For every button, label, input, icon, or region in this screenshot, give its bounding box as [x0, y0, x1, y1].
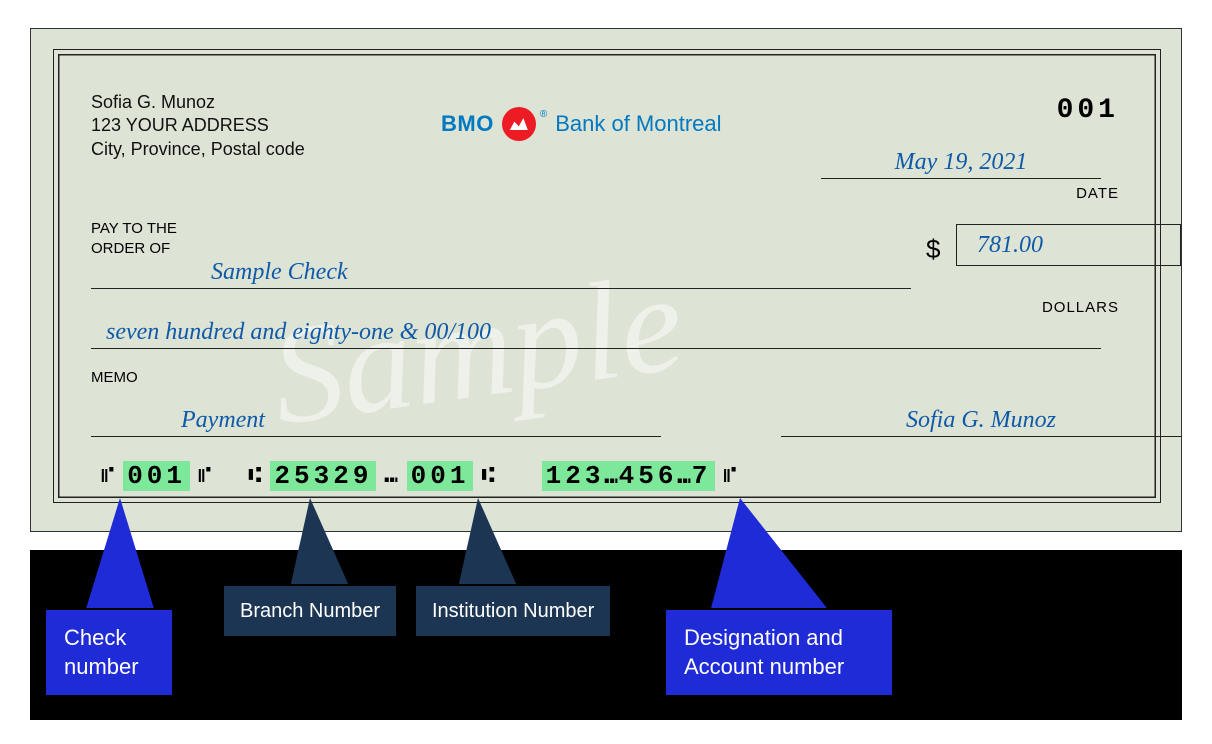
- micr-symbol: ⑆: [481, 464, 495, 489]
- bmo-logo-icon: [502, 107, 536, 141]
- payto-label: PAY TO THE ORDER OF: [91, 219, 177, 258]
- micr-line: ⑈ 001 ⑈ ⑆ 25329 ⑉ 001 ⑆ 123⑉456⑉7 ⑈: [101, 461, 738, 491]
- payer-name: Sofia G. Munoz: [91, 91, 305, 114]
- amount-box: 781.00: [956, 224, 1181, 266]
- callout-institution-number: Institution Number: [414, 584, 612, 638]
- micr-symbol: ⑈: [723, 464, 737, 489]
- payto-label-line1: PAY TO THE: [91, 219, 177, 239]
- bank-name: Bank of Montreal: [555, 111, 721, 137]
- micr-symbol: ⑈: [198, 464, 212, 489]
- amount-words-field: seven hundred and eighty-one & 00/100: [91, 319, 1101, 349]
- registered-mark: ®: [540, 109, 547, 120]
- date-label: DATE: [1076, 185, 1119, 202]
- memo-label: MEMO: [91, 369, 138, 386]
- payer-address-1: 123 YOUR ADDRESS: [91, 114, 305, 137]
- check-number-top: 001: [1057, 95, 1119, 126]
- micr-branch-number: 25329: [270, 461, 376, 491]
- micr-symbol: ⑆: [248, 464, 262, 489]
- memo-value: Payment: [181, 407, 265, 433]
- payee-field: Sample Check: [91, 259, 911, 289]
- payer-address-2: City, Province, Postal code: [91, 138, 305, 161]
- payee-value: Sample Check: [211, 259, 348, 285]
- bank-short: BMO: [441, 111, 494, 137]
- check: Sample Sofia G. Munoz 123 YOUR ADDRESS C…: [30, 28, 1182, 532]
- micr-check-number: 001: [123, 461, 190, 491]
- callout-branch-number: Branch Number: [222, 584, 398, 638]
- micr-institution-number: 001: [407, 461, 474, 491]
- micr-symbol: ⑈: [101, 464, 115, 489]
- callout-account-number: Designation and Account number: [664, 608, 894, 697]
- dollars-label: DOLLARS: [1042, 299, 1119, 316]
- bank-logo: BMO ® Bank of Montreal: [441, 107, 722, 141]
- payto-label-line2: ORDER OF: [91, 239, 177, 259]
- micr-account-number: 123⑉456⑉7: [542, 461, 716, 491]
- signature-value: Sofia G. Munoz: [906, 407, 1056, 433]
- date-field: May 19, 2021: [821, 149, 1101, 179]
- micr-symbol: ⑉: [384, 464, 398, 489]
- dollar-sign: $: [926, 234, 940, 265]
- memo-field: Payment: [91, 407, 661, 437]
- callout-check-number: Check number: [44, 608, 174, 697]
- date-value: May 19, 2021: [895, 149, 1028, 175]
- amount-numeric: 781.00: [977, 232, 1043, 259]
- amount-words: seven hundred and eighty-one & 00/100: [106, 319, 491, 345]
- payer-address: Sofia G. Munoz 123 YOUR ADDRESS City, Pr…: [91, 91, 305, 161]
- signature-field: Sofia G. Munoz: [781, 407, 1181, 437]
